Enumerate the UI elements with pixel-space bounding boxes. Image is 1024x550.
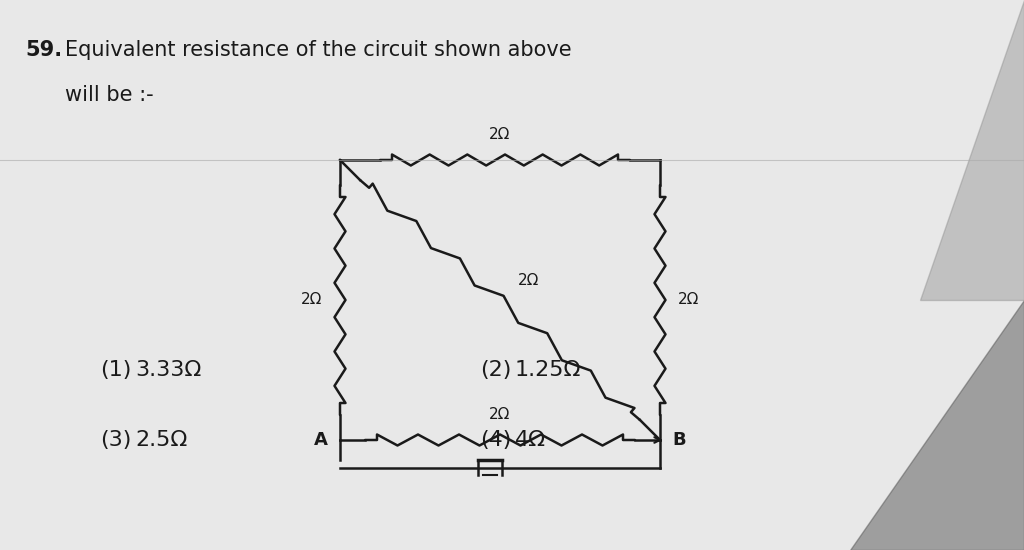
Text: B: B (672, 431, 686, 449)
Text: 2Ω: 2Ω (518, 273, 540, 288)
Text: 3.33Ω: 3.33Ω (135, 360, 202, 380)
Text: 2Ω: 2Ω (301, 293, 322, 307)
Text: (4): (4) (480, 430, 511, 450)
Text: 2Ω: 2Ω (489, 127, 511, 142)
Text: will be :-: will be :- (65, 85, 154, 105)
Text: (1): (1) (100, 360, 131, 380)
Text: (3): (3) (100, 430, 131, 450)
Text: 4Ω: 4Ω (515, 430, 546, 450)
Text: A: A (314, 431, 328, 449)
Polygon shape (850, 300, 1024, 550)
Text: 1.25Ω: 1.25Ω (515, 360, 582, 380)
Text: 2Ω: 2Ω (678, 293, 699, 307)
Text: 59.: 59. (25, 40, 62, 60)
Text: 2.5Ω: 2.5Ω (135, 430, 187, 450)
Text: Equivalent resistance of the circuit shown above: Equivalent resistance of the circuit sho… (65, 40, 571, 60)
Text: (2): (2) (480, 360, 511, 380)
Polygon shape (920, 0, 1024, 300)
Text: 2Ω: 2Ω (489, 407, 511, 422)
